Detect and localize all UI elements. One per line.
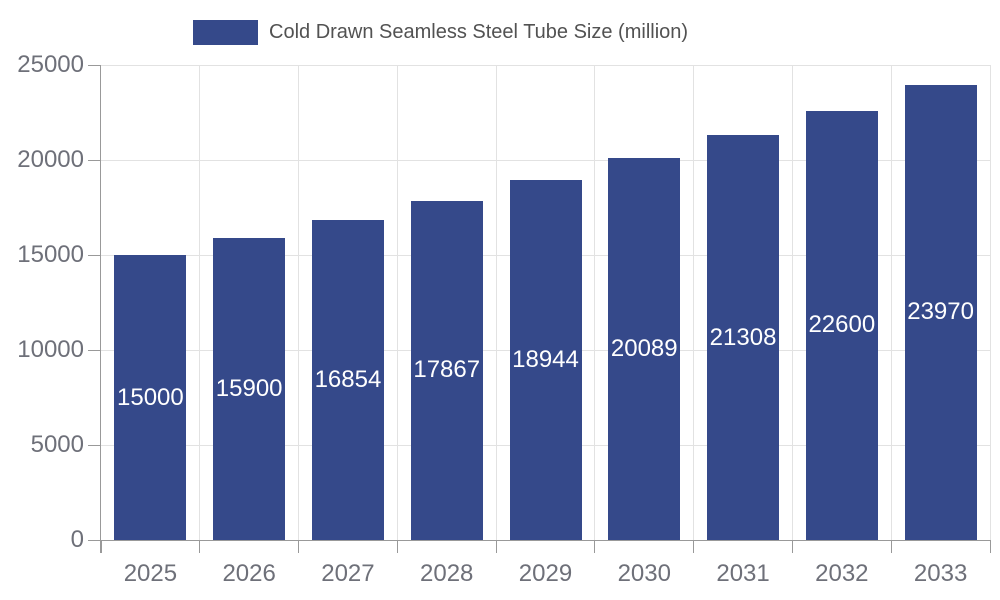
- gridline-h: [101, 159, 990, 161]
- gridline-v: [791, 65, 793, 540]
- gridline-v: [495, 65, 497, 540]
- x-axis-tick: [396, 540, 398, 553]
- y-axis-tick: [88, 64, 100, 66]
- bar: 20089: [608, 158, 681, 540]
- bar: 15900: [213, 237, 286, 540]
- bar-value-label: 15900: [215, 374, 283, 402]
- x-axis-tick: [890, 540, 892, 553]
- y-axis-tick: [88, 539, 100, 541]
- bar: 17867: [410, 200, 483, 540]
- gridline-v: [396, 65, 398, 540]
- y-tick-label: 25000: [17, 51, 84, 78]
- x-tick-label: 2027: [321, 560, 375, 587]
- gridline-v: [594, 65, 596, 540]
- legend: Cold Drawn Seamless Steel Tube Size (mil…: [193, 20, 688, 45]
- gridline-v: [890, 65, 892, 540]
- bar-value-label: 23970: [907, 298, 974, 326]
- gridline-v: [989, 65, 991, 540]
- x-axis-tick: [693, 540, 695, 553]
- bar-value-label: 16854: [314, 365, 382, 393]
- x-tick-label: 2031: [716, 560, 770, 587]
- y-tick-label: 20000: [17, 146, 84, 173]
- y-axis-tick: [88, 159, 100, 161]
- bar: 15000: [114, 255, 187, 540]
- y-tick-label: 15000: [17, 241, 84, 268]
- legend-swatch: [193, 20, 258, 45]
- bar-value-label: 20089: [610, 335, 678, 363]
- gridline-v: [298, 65, 300, 540]
- bar: 23970: [904, 84, 977, 540]
- y-axis-tick: [88, 349, 100, 351]
- gridline-v: [693, 65, 695, 540]
- y-axis-tick: [88, 254, 100, 256]
- y-tick-label: 10000: [17, 336, 84, 363]
- bar: 21308: [707, 135, 780, 540]
- x-tick-label: 2030: [617, 560, 671, 587]
- x-axis-tick: [791, 540, 793, 553]
- gridline-h: [101, 64, 990, 66]
- bar-value-label: 15000: [117, 383, 184, 411]
- bar-value-label: 22600: [808, 311, 876, 339]
- x-axis-tick: [989, 540, 991, 553]
- x-tick-label: 2032: [815, 560, 869, 587]
- bar: 18944: [509, 180, 582, 540]
- y-axis-line: [100, 65, 101, 553]
- x-axis-tick: [199, 540, 201, 553]
- x-tick-label: 2033: [913, 560, 968, 587]
- bar: 22600: [805, 110, 878, 540]
- legend-label: Cold Drawn Seamless Steel Tube Size (mil…: [269, 21, 689, 43]
- bar-value-label: 18944: [512, 346, 579, 374]
- x-tick-label: 2026: [222, 560, 276, 587]
- bar-value-label: 17867: [413, 356, 481, 384]
- x-axis-tick: [495, 540, 497, 553]
- y-tick-label: 0: [70, 526, 84, 553]
- plot-area: 0 5000 10000 15000 20000 25000 15000 2025 15900 2…: [17, 51, 991, 587]
- gridline-v: [199, 65, 201, 540]
- x-tick-label: 2025: [123, 560, 178, 587]
- x-tick-label: 2028: [420, 560, 474, 587]
- y-tick-label: 5000: [30, 431, 84, 458]
- bar: 16854: [311, 219, 384, 540]
- x-axis-tick: [100, 540, 102, 553]
- bar-value-label: 21308: [709, 323, 777, 351]
- x-axis-tick: [594, 540, 596, 553]
- x-axis-line: [88, 540, 990, 541]
- x-axis-tick: [298, 540, 300, 553]
- x-tick-label: 2029: [518, 560, 573, 587]
- y-axis-tick: [88, 444, 100, 446]
